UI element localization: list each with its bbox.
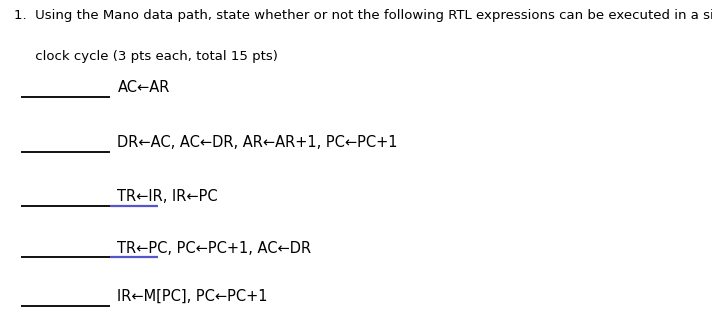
- Text: AC←AR: AC←AR: [117, 80, 170, 95]
- Text: IR←M[PC], PC←PC+1: IR←M[PC], PC←PC+1: [117, 289, 268, 304]
- Text: TR←PC, PC←PC+1, AC←DR: TR←PC, PC←PC+1, AC←DR: [117, 241, 312, 256]
- Text: clock cycle (3 pts each, total 15 pts): clock cycle (3 pts each, total 15 pts): [14, 50, 278, 63]
- Text: DR←AC, AC←DR, AR←AR+1, PC←PC+1: DR←AC, AC←DR, AR←AR+1, PC←PC+1: [117, 135, 398, 150]
- Text: 1.  Using the Mano data path, state whether or not the following RTL expressions: 1. Using the Mano data path, state wheth…: [14, 9, 712, 22]
- Text: TR←IR, IR←PC: TR←IR, IR←PC: [117, 189, 218, 204]
